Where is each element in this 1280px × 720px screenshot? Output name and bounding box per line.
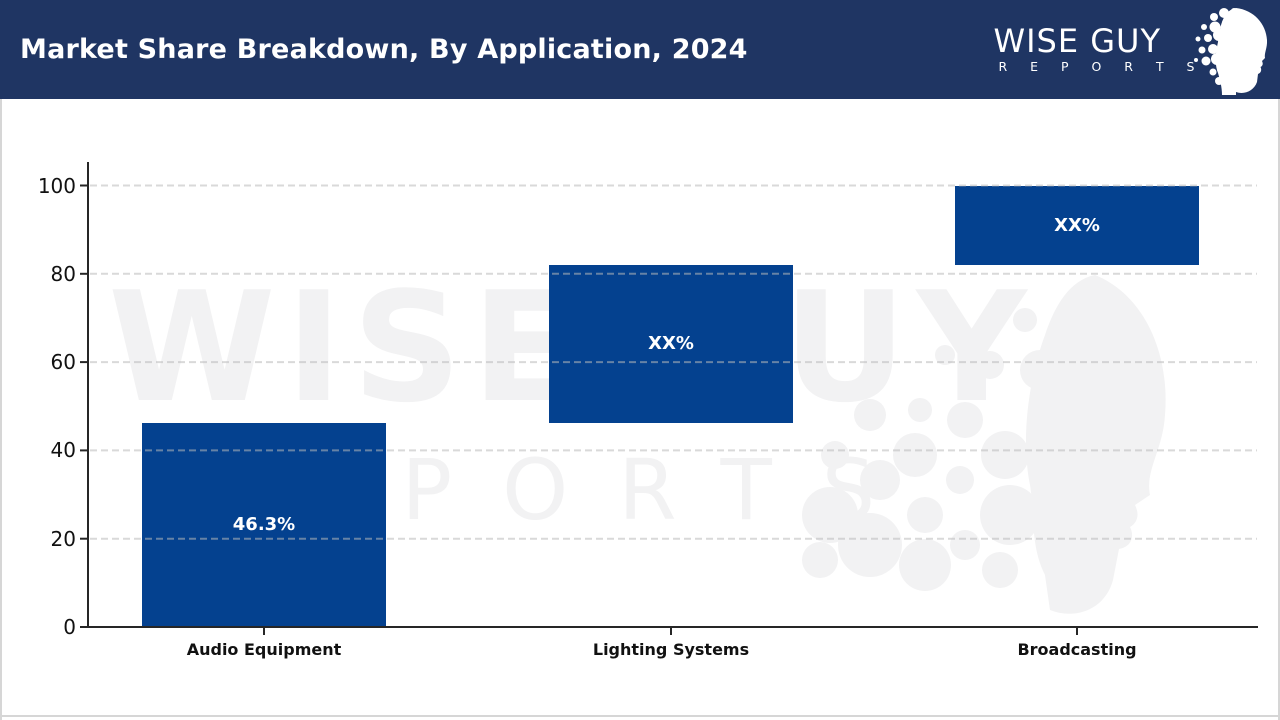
logo-subtitle: R E P O R T S xyxy=(998,59,1204,75)
ytick-label-40: 40 xyxy=(50,438,76,463)
category-label-broadcasting: Broadcasting xyxy=(1017,640,1137,659)
page-title: Market Share Breakdown, By Application, … xyxy=(20,34,748,65)
frame-border-bottom xyxy=(0,715,1280,717)
bar-value-label: XX% xyxy=(648,333,694,355)
watermark-head-icon xyxy=(802,275,1166,614)
bar-broadcasting: XX% xyxy=(955,185,1199,265)
bar-lighting-systems: XX% xyxy=(549,264,793,423)
ytick-label-0: 0 xyxy=(63,615,76,639)
logo-text: WISE GUY R E P O R T S xyxy=(993,21,1204,75)
ytick-label-60: 60 xyxy=(50,350,76,375)
header-bar: Market Share Breakdown, By Application, … xyxy=(0,0,1280,99)
wise-guy-logo: WISE GUY R E P O R T S xyxy=(993,5,1280,95)
ytick-label-100: 100 xyxy=(37,173,76,198)
frame-border-right xyxy=(1278,99,1280,720)
ytick-label-80: 80 xyxy=(50,261,76,286)
bar-value-label: 46.3% xyxy=(232,514,296,536)
logo-head-icon xyxy=(1194,7,1268,95)
ytick-label-20: 20 xyxy=(50,526,76,551)
logo-name: WISE GUY xyxy=(993,21,1161,60)
category-label-audio-equipment: Audio Equipment xyxy=(186,640,342,659)
bar-audio-equipment: 46.3% xyxy=(142,422,386,627)
bar-value-label: XX% xyxy=(1054,214,1100,236)
category-label-lighting-systems: Lighting Systems xyxy=(592,640,750,659)
frame-border-left xyxy=(0,99,2,720)
